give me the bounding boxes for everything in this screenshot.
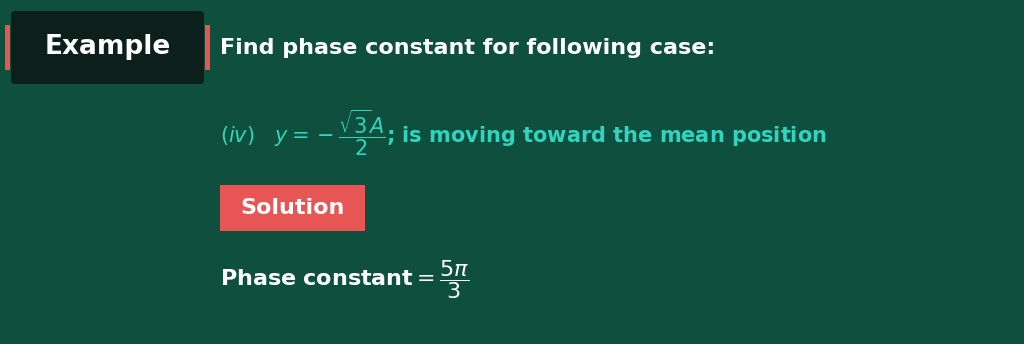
- Text: Solution: Solution: [241, 198, 345, 218]
- FancyBboxPatch shape: [11, 11, 204, 84]
- FancyBboxPatch shape: [5, 25, 10, 70]
- Text: Example: Example: [44, 34, 171, 61]
- FancyBboxPatch shape: [205, 25, 210, 70]
- Text: $\mathbf{Phase\ constant} = \dfrac{5\pi}{3}$: $\mathbf{Phase\ constant} = \dfrac{5\pi}…: [220, 259, 470, 301]
- FancyBboxPatch shape: [220, 185, 365, 231]
- Text: Find phase constant for following case:: Find phase constant for following case:: [220, 37, 715, 57]
- Text: $(iv)\quad y = -\dfrac{\sqrt{3}A}{2}$; is moving toward the mean position: $(iv)\quad y = -\dfrac{\sqrt{3}A}{2}$; i…: [220, 108, 826, 158]
